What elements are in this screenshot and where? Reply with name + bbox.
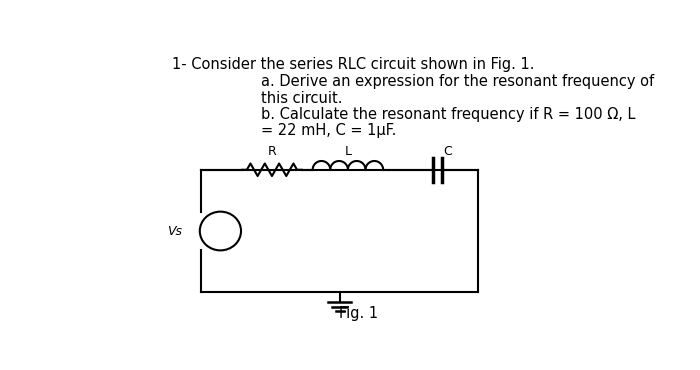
Text: Fig. 1: Fig. 1	[340, 306, 378, 321]
Text: 1- Consider the series RLC circuit shown in Fig. 1.: 1- Consider the series RLC circuit shown…	[172, 57, 534, 72]
Text: this circuit.: this circuit.	[261, 91, 342, 105]
Text: a. Derive an expression for the resonant frequency of: a. Derive an expression for the resonant…	[261, 74, 654, 89]
Text: = 22 mH, C = 1μF.: = 22 mH, C = 1μF.	[261, 123, 396, 138]
Ellipse shape	[199, 212, 241, 250]
Text: +: +	[218, 218, 225, 228]
Text: R: R	[267, 145, 276, 158]
Text: L: L	[344, 145, 351, 158]
Text: Vs: Vs	[167, 225, 183, 238]
Text: b. Calculate the resonant frequency if R = 100 Ω, L: b. Calculate the resonant frequency if R…	[261, 107, 636, 122]
Text: ∼: ∼	[215, 225, 225, 238]
Text: −: −	[218, 234, 225, 244]
Text: C: C	[443, 145, 452, 158]
